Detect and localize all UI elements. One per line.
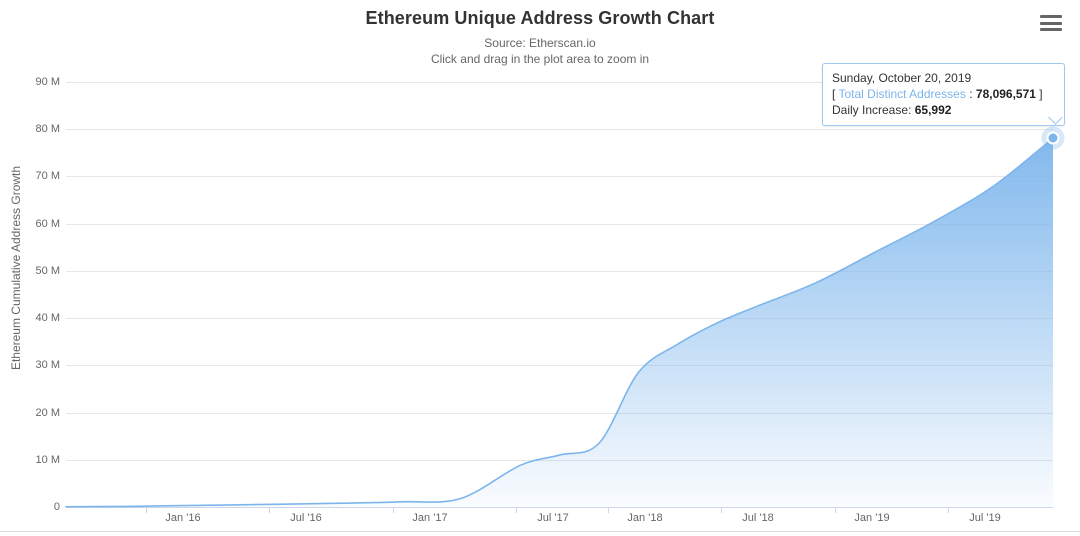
x-axis-tick xyxy=(948,507,949,513)
y-axis-tick-label: 80 M xyxy=(35,123,60,136)
y-axis-tick-label: 90 M xyxy=(35,76,60,88)
x-axis-tick xyxy=(516,507,517,513)
tooltip-increase-label: Daily Increase: xyxy=(832,103,912,117)
tooltip-value-row: [ Total Distinct Addresses : 78,096,571 … xyxy=(832,86,1055,102)
tooltip-arrow xyxy=(1048,117,1062,126)
x-axis-tick-label: Jan '19 xyxy=(854,512,890,524)
y-axis-tick-label: 50 M xyxy=(35,264,60,277)
tooltip-series-name: Total Distinct Addresses xyxy=(838,87,966,101)
x-axis-tick xyxy=(393,507,394,513)
chart-zoom-hint-text: Click and drag in the plot area to zoom … xyxy=(430,52,650,66)
x-axis-tick xyxy=(146,507,147,513)
y-axis: 0 10 M 20 M 30 M 40 M 50 M 60 M 70 M 80 M 90 M xyxy=(0,0,60,536)
hamburger-bar-1 xyxy=(1040,15,1062,18)
chart-subtitle: Source: Etherscan.io Click and drag in t… xyxy=(0,35,1080,67)
tooltip: Sunday, October 20, 2019 [ Total Distinc… xyxy=(822,63,1065,126)
tooltip-bracket-close: ] xyxy=(1039,87,1043,101)
hamburger-bar-3 xyxy=(1040,28,1062,31)
gridline xyxy=(66,82,1053,83)
x-axis-tick-label: Jul '17 xyxy=(537,512,569,524)
x-axis-tick xyxy=(835,507,836,513)
tooltip-increase-row: Daily Increase: 65,992 xyxy=(832,102,1055,118)
y-axis-tick-label: 60 M xyxy=(35,217,60,230)
bottom-divider xyxy=(0,531,1080,532)
tooltip-value: 78,096,571 xyxy=(975,87,1036,101)
x-axis-tick-label: Jul '16 xyxy=(290,512,322,524)
hamburger-menu-icon[interactable] xyxy=(1040,13,1062,33)
y-axis-tick-label: 40 M xyxy=(35,312,60,325)
tooltip-date-row: Sunday, October 20, 2019 xyxy=(832,70,1055,86)
x-axis-tick-label: Jan '17 xyxy=(412,512,448,524)
tooltip-bracket-open: [ xyxy=(832,87,836,101)
tooltip-date: Sunday, October 20, 2019 xyxy=(832,71,972,85)
y-axis-tick-label: 20 M xyxy=(35,406,60,419)
x-axis-tick-label: Jul '18 xyxy=(742,512,774,524)
series-point-marker[interactable] xyxy=(1046,131,1060,145)
y-axis-tick-label: 30 M xyxy=(35,359,60,372)
y-axis-tick-label: 10 M xyxy=(35,453,60,466)
x-axis-tick-label: Jul '19 xyxy=(969,512,1001,524)
tooltip-increase-value: 65,992 xyxy=(914,103,952,117)
x-axis-tick-label: Jan '18 xyxy=(627,512,663,524)
x-axis-tick-label: Jan '16 xyxy=(165,512,201,524)
x-axis-tick xyxy=(608,507,609,513)
x-axis-tick xyxy=(721,507,722,513)
y-axis-tick-label: 0 xyxy=(53,501,60,513)
gridline xyxy=(66,129,1053,131)
hamburger-bar-2 xyxy=(1040,21,1062,25)
tooltip-separator: : xyxy=(969,87,973,101)
chart-source-text: Source: Etherscan.io xyxy=(484,36,596,50)
page-title: Ethereum Unique Address Growth Chart xyxy=(365,8,715,28)
x-axis-tick xyxy=(269,507,270,513)
y-axis-tick-label: 70 M xyxy=(35,170,60,183)
